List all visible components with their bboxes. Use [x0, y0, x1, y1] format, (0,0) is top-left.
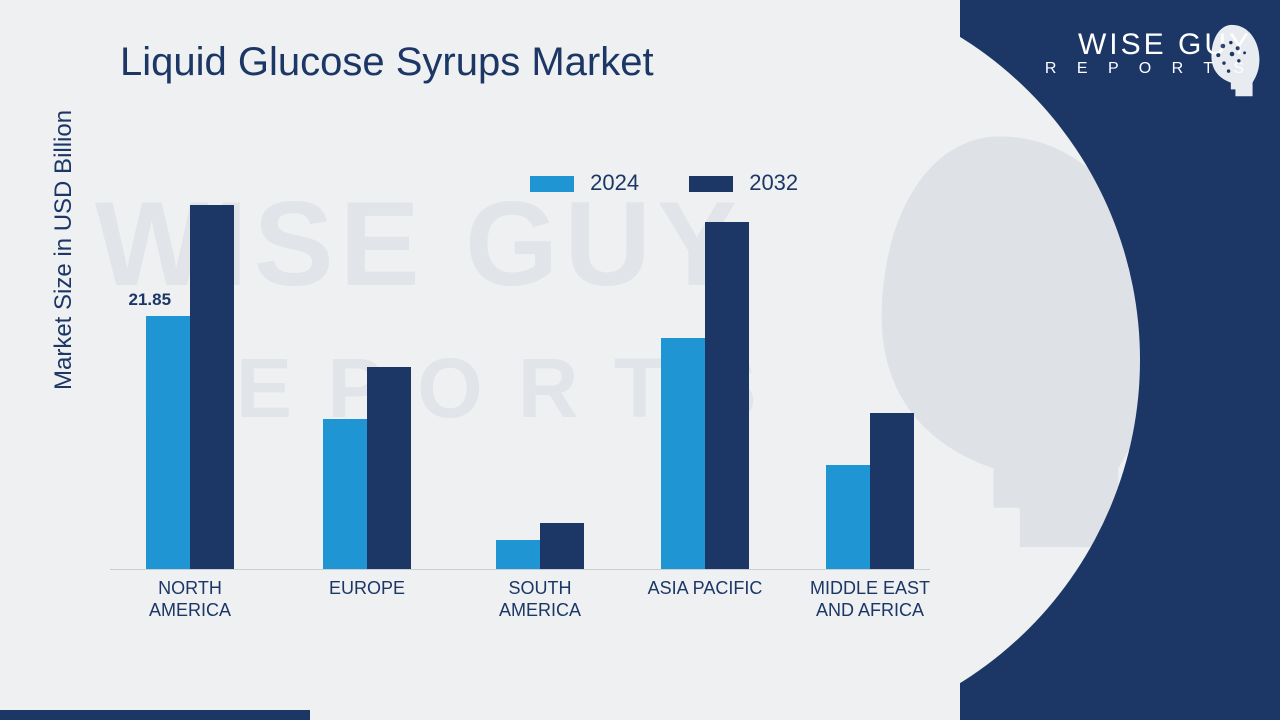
legend: 2024 2032	[530, 170, 798, 196]
x-axis-label: SOUTH AMERICA	[470, 578, 610, 621]
bar-2032	[190, 205, 234, 569]
bar-2032	[870, 413, 914, 569]
bar-2024	[146, 316, 190, 569]
bar-2024	[323, 419, 367, 569]
bar-group	[480, 523, 600, 569]
legend-swatch-2032	[689, 176, 733, 192]
bar-chart: 21.85	[110, 200, 930, 570]
bar-group	[130, 205, 250, 569]
legend-label-2024: 2024	[590, 170, 639, 195]
x-axis-label: MIDDLE EAST AND AFRICA	[800, 578, 940, 621]
legend-item-2024: 2024	[530, 170, 639, 196]
bar-2024	[496, 540, 540, 569]
bar-2024	[661, 338, 705, 569]
y-axis-label: Market Size in USD Billion	[50, 110, 78, 390]
x-axis-label: NORTH AMERICA	[120, 578, 260, 621]
x-axis-label: ASIA PACIFIC	[635, 578, 775, 600]
chart-title: Liquid Glucose Syrups Market	[120, 40, 654, 85]
bar-2024	[826, 465, 870, 569]
bar-2032	[540, 523, 584, 569]
bar-2032	[705, 222, 749, 569]
bar-2032	[367, 367, 411, 569]
bar-value-label: 21.85	[129, 290, 172, 310]
legend-label-2032: 2032	[749, 170, 798, 195]
legend-item-2032: 2032	[689, 170, 798, 196]
x-axis-label: EUROPE	[297, 578, 437, 600]
bar-group	[307, 367, 427, 569]
brand-logo: WISE GUY R E P O R T S	[1045, 28, 1252, 78]
footer-accent-bar	[0, 710, 310, 720]
bar-group	[645, 222, 765, 569]
legend-swatch-2024	[530, 176, 574, 192]
bar-group	[810, 413, 930, 569]
brand-head-icon	[1200, 22, 1264, 102]
